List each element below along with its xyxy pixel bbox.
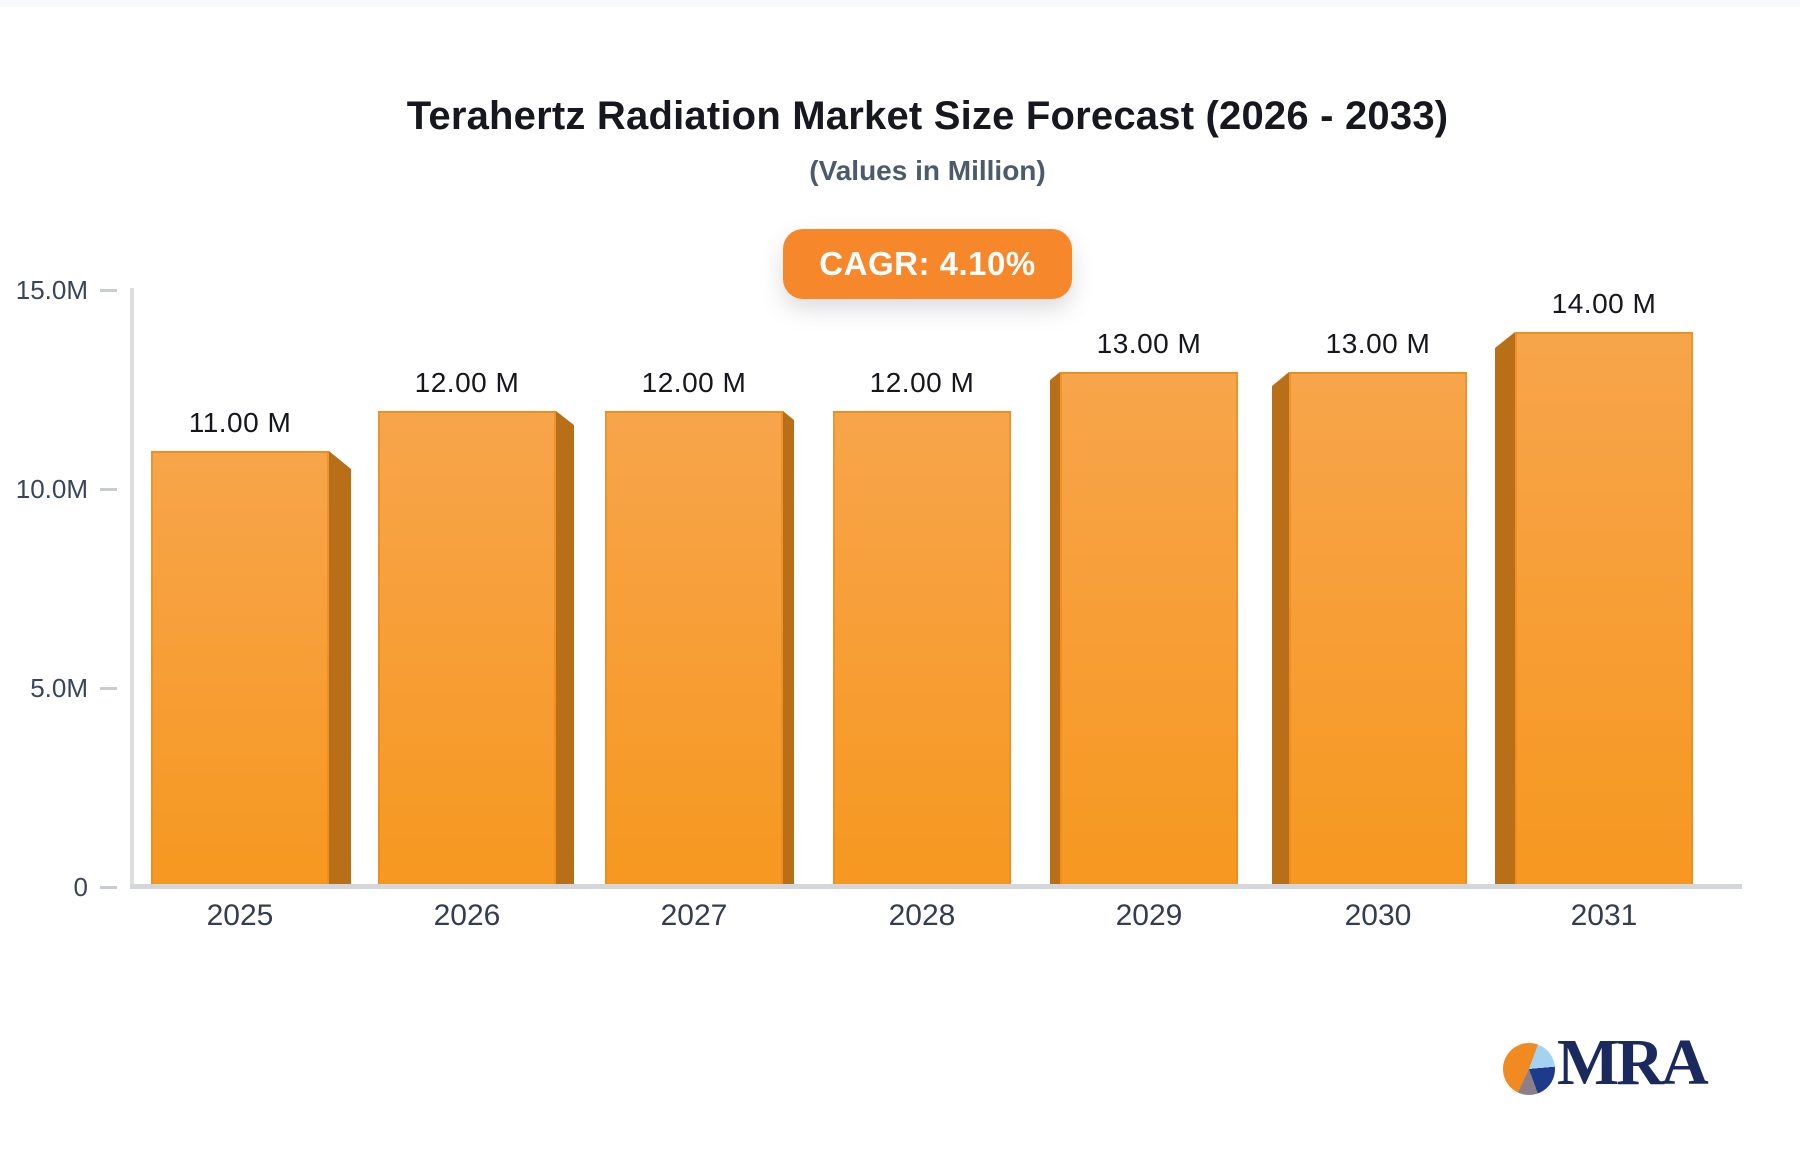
y-axis-line (130, 288, 134, 889)
x-category-label: 2028 (888, 899, 956, 932)
x-category-label: 2027 (660, 899, 728, 932)
mra-logo: MRA (1503, 1026, 1709, 1099)
y-tick-mark (100, 488, 117, 491)
bar-side-2027 (783, 411, 794, 889)
y-tick-label: 0 (73, 872, 88, 902)
y-tick-label: 15.0M (15, 275, 88, 305)
bar-side-2029 (1050, 372, 1060, 889)
bar-2028[interactable] (833, 411, 1011, 889)
bar-value-label: 12.00 M (869, 367, 975, 398)
y-tick-mark (100, 289, 117, 292)
bar-value-label: 14.00 M (1551, 288, 1657, 319)
x-category-label: 2030 (1344, 899, 1412, 932)
bar-value-label: 11.00 M (188, 407, 292, 438)
bar-2027[interactable] (605, 411, 783, 889)
bar-2026[interactable] (378, 411, 556, 889)
x-category-label: 2026 (433, 899, 501, 932)
y-tick-mark (100, 687, 117, 690)
bar-side-2025 (329, 451, 351, 889)
y-tick-label: 10.0M (15, 474, 88, 504)
x-axis-line (130, 884, 1742, 889)
bar-side-2026 (556, 411, 574, 889)
bar-side-2031 (1495, 332, 1515, 889)
bar-value-label: 12.00 M (414, 367, 520, 398)
chart-header: Terahertz Radiation Market Size Forecast… (55, 0, 1800, 299)
bar-2030[interactable] (1289, 372, 1467, 889)
bar-value-label: 12.00 M (641, 367, 747, 398)
bar-2031[interactable] (1515, 332, 1693, 889)
bar-value-label: 13.00 M (1096, 328, 1202, 359)
bar-2029[interactable] (1060, 372, 1238, 889)
chart-subtitle: (Values in Million) (809, 155, 1046, 186)
pie-chart-logo-icon (1503, 1043, 1555, 1095)
chart-title: Terahertz Radiation Market Size Forecast… (406, 94, 1449, 138)
cagr-badge: CAGR: 4.10% (783, 229, 1072, 299)
bar-value-label: 13.00 M (1325, 328, 1431, 359)
x-category-label: 2029 (1115, 899, 1183, 932)
x-category-label: 2031 (1570, 899, 1638, 932)
y-tick-mark (100, 886, 117, 889)
bar-side-2030 (1272, 372, 1289, 889)
x-category-label: 2025 (206, 899, 274, 932)
logo-text: MRA (1557, 1026, 1709, 1099)
bar-2025[interactable] (151, 451, 329, 889)
page-top-strip (0, 0, 1800, 7)
y-tick-label: 5.0M (30, 673, 88, 703)
